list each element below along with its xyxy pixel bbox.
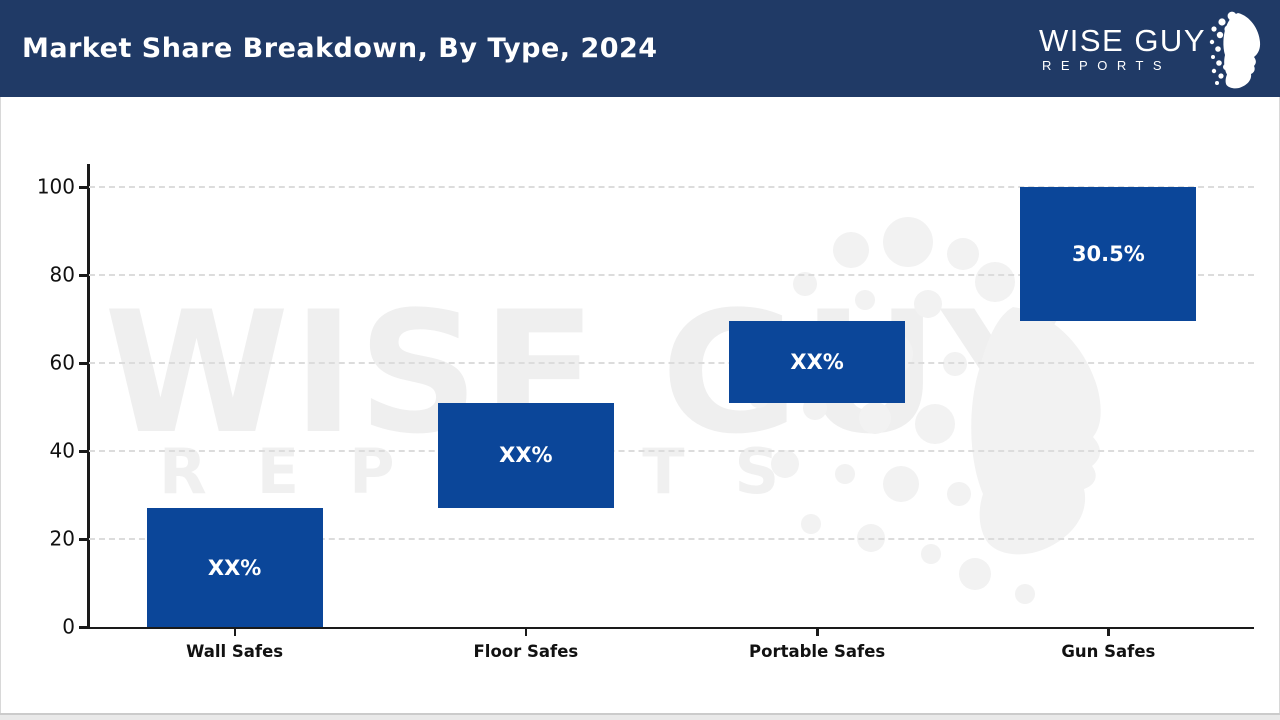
bar-value-label: 30.5% bbox=[1071, 242, 1145, 267]
x-axis-category-label: Floor Safes bbox=[473, 642, 579, 661]
gridline bbox=[89, 274, 1254, 276]
wise-guy-reports-logo: WISE GUY REPORTS bbox=[1039, 9, 1264, 89]
x-axis-category-label: Portable Safes bbox=[749, 642, 886, 661]
x-tick-mark bbox=[816, 627, 819, 636]
y-tick-mark bbox=[79, 450, 87, 453]
logo-face-icon bbox=[1209, 11, 1261, 89]
y-tick-mark bbox=[79, 538, 87, 541]
bar-value-label: XX% bbox=[207, 555, 262, 580]
x-tick-mark bbox=[524, 627, 528, 636]
header-bar: Market Share Breakdown, By Type, 2024 WI… bbox=[0, 0, 1280, 97]
y-tick-label: 20 bbox=[49, 526, 75, 551]
bottom-strip bbox=[0, 715, 1280, 720]
chart-canvas: WISE GUY REPORTS bbox=[0, 97, 1280, 720]
footer-divider bbox=[0, 713, 1280, 715]
logo-subtitle: REPORTS bbox=[1041, 57, 1172, 73]
bar-value-label: XX% bbox=[499, 443, 553, 468]
y-tick-label: 60 bbox=[49, 350, 75, 375]
logo-wordmark: WISE GUY bbox=[1038, 23, 1206, 59]
gridline bbox=[89, 186, 1254, 188]
x-tick-mark bbox=[233, 627, 237, 636]
y-tick-mark bbox=[79, 626, 87, 629]
y-tick-label: 80 bbox=[49, 262, 75, 287]
gridline bbox=[89, 362, 1254, 364]
plot-area: 0 20 40 60 80 100 XX% Wall Safes XX% Floor Safes X… bbox=[37, 164, 1254, 661]
y-tick-label: 100 bbox=[36, 174, 75, 199]
y-tick-mark bbox=[79, 186, 87, 189]
x-tick-mark bbox=[1107, 627, 1110, 636]
x-axis-line bbox=[87, 626, 1254, 629]
bar-segment: XX% bbox=[729, 321, 906, 403]
gridline bbox=[89, 538, 1254, 540]
x-axis-category-label: Gun Safes bbox=[1061, 642, 1156, 661]
bar-segment: 30.5% bbox=[1020, 187, 1197, 322]
bar-segment: XX% bbox=[437, 402, 614, 509]
page-title: Market Share Breakdown, By Type, 2024 bbox=[22, 33, 658, 64]
logo-text: WISE GUY REPORTS bbox=[1039, 25, 1206, 73]
gridline bbox=[89, 450, 1254, 452]
y-tick-mark bbox=[79, 274, 87, 277]
y-tick-mark bbox=[79, 362, 87, 365]
y-tick-label: 40 bbox=[49, 438, 75, 463]
bar-value-label: XX% bbox=[790, 349, 844, 374]
y-tick-label: 0 bbox=[62, 614, 75, 639]
x-axis-category-label: Wall Safes bbox=[186, 642, 284, 661]
bar-segment: XX% bbox=[146, 508, 323, 627]
y-axis-line bbox=[87, 164, 90, 627]
